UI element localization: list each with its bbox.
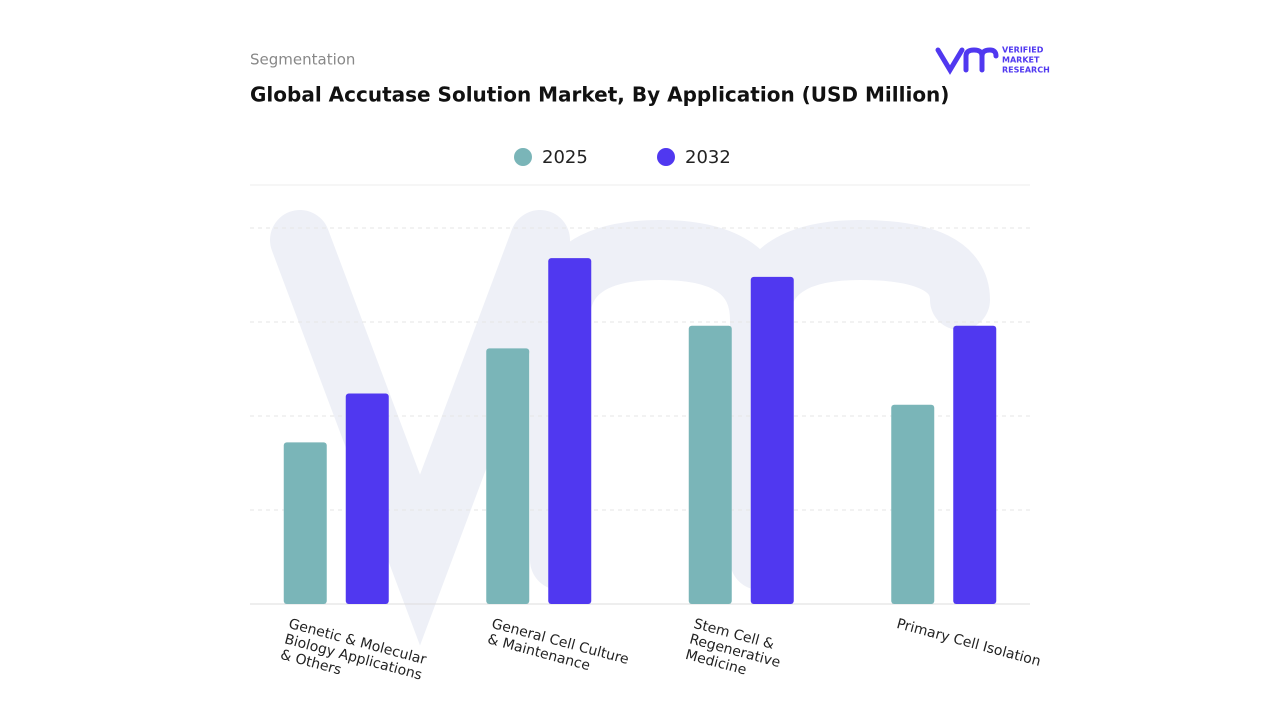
- logo-text: MARKET: [1002, 56, 1040, 65]
- chart-title: Global Accutase Solution Market, By Appl…: [250, 83, 949, 107]
- legend-label: 2032: [685, 147, 731, 168]
- section-label: Segmentation: [250, 51, 355, 69]
- bar: [688, 325, 732, 604]
- logo: VERIFIED MARKET RESEARCH: [935, 46, 1050, 75]
- legend-marker: [657, 148, 675, 166]
- bar: [953, 325, 997, 604]
- bar: [283, 442, 327, 604]
- bar: [750, 276, 794, 604]
- logo-text: VERIFIED: [1002, 46, 1044, 55]
- legend-label: 2025: [542, 147, 588, 168]
- bar: [891, 404, 935, 604]
- bar: [345, 393, 389, 604]
- logo-text: RESEARCH: [1002, 66, 1050, 75]
- legend-marker: [514, 148, 532, 166]
- bar: [548, 258, 592, 604]
- bar: [486, 348, 530, 604]
- watermark: [270, 210, 990, 646]
